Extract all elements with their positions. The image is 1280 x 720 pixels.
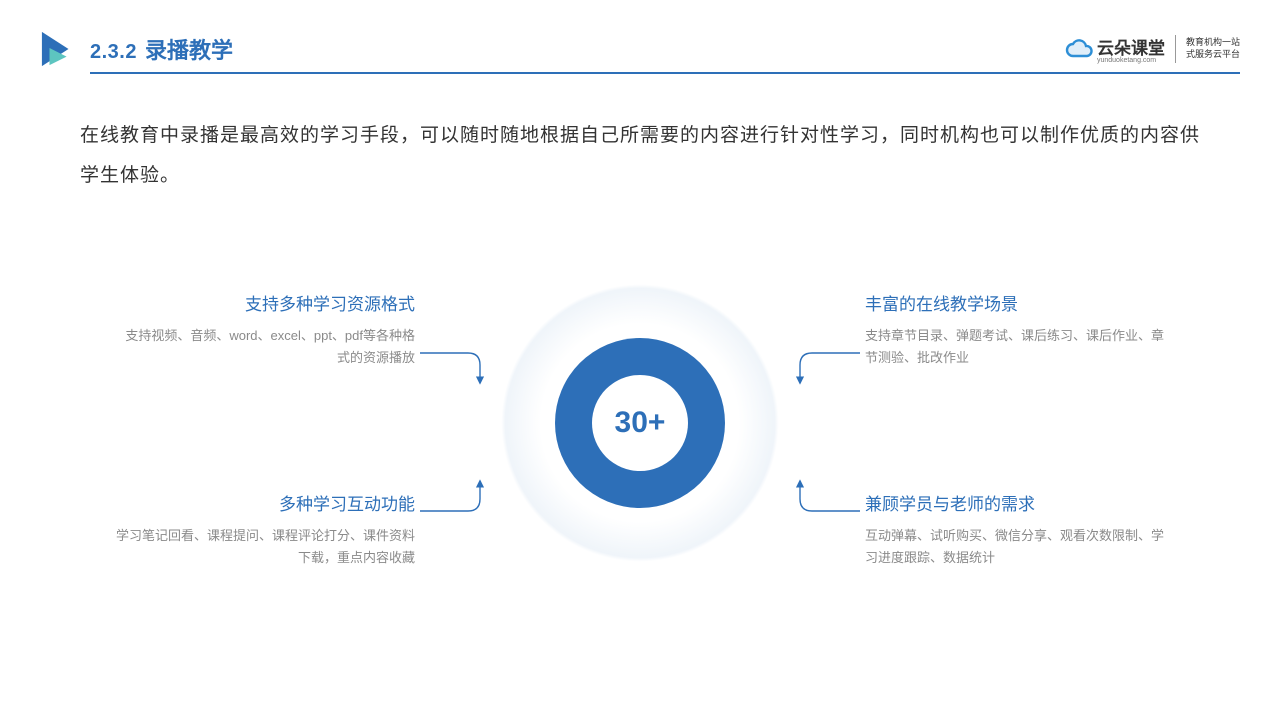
center-ring: 30+ [500, 283, 780, 563]
section-title-text: 录播教学 [145, 33, 233, 65]
feature-title: 丰富的在线教学场景 [865, 290, 1165, 315]
feature-title: 支持多种学习资源格式 [115, 290, 415, 315]
brand-logo: 云朵课堂 yunduoketang.com 教育机构一站 式服务云平台 [1065, 34, 1240, 64]
feature-bottom-left: 多种学习互动功能 学习笔记回看、课程提问、课程评论打分、课件资料下载，重点内容收… [115, 490, 415, 569]
feature-bottom-right: 兼顾学员与老师的需求 互动弹幕、试听购买、微信分享、观看次数限制、学习进度跟踪、… [865, 490, 1165, 569]
feature-top-left: 支持多种学习资源格式 支持视频、音频、word、excel、ppt、pdf等各种… [115, 290, 415, 369]
section-title: 2.3.2 录播教学 [90, 33, 233, 65]
feature-top-right: 丰富的在线教学场景 支持章节目录、弹题考试、课后练习、课后作业、章节测验、批改作… [865, 290, 1165, 369]
tagline-line2: 式服务云平台 [1186, 49, 1240, 61]
feature-description: 互动弹幕、试听购买、微信分享、观看次数限制、学习进度跟踪、数据统计 [865, 525, 1165, 569]
ring-inner: 30+ [592, 375, 688, 471]
logo-text-cn: 云朵课堂 [1097, 34, 1165, 59]
center-value: 30+ [615, 406, 666, 440]
feature-diagram: 30+ 支持多种学习资源格式 支持视频、音频、word、excel、ppt、pd… [0, 255, 1280, 675]
feature-description: 支持视频、音频、word、excel、ppt、pdf等各种格式的资源播放 [115, 325, 415, 369]
intro-paragraph: 在线教育中录播是最高效的学习手段，可以随时随地根据自己所需要的内容进行针对性学习… [0, 68, 1280, 196]
logo-divider [1175, 35, 1176, 63]
header-underline [90, 72, 1240, 74]
logo-cloud-group: 云朵课堂 yunduoketang.com [1065, 34, 1165, 64]
cloud-icon [1065, 38, 1093, 60]
logo-text-en: yunduoketang.com [1097, 57, 1165, 64]
feature-description: 支持章节目录、弹题考试、课后练习、课后作业、章节测验、批改作业 [865, 325, 1165, 369]
section-number: 2.3.2 [90, 41, 137, 64]
feature-title: 多种学习互动功能 [115, 490, 415, 515]
play-icon [40, 30, 78, 68]
logo-tagline: 教育机构一站 式服务云平台 [1186, 37, 1240, 60]
feature-title: 兼顾学员与老师的需求 [865, 490, 1165, 515]
slide-header: 2.3.2 录播教学 云朵课堂 yunduoketang.com 教育机构一站 … [0, 0, 1280, 68]
tagline-line1: 教育机构一站 [1186, 37, 1240, 49]
header-left-group: 2.3.2 录播教学 [40, 30, 233, 68]
feature-description: 学习笔记回看、课程提问、课程评论打分、课件资料下载，重点内容收藏 [115, 525, 415, 569]
